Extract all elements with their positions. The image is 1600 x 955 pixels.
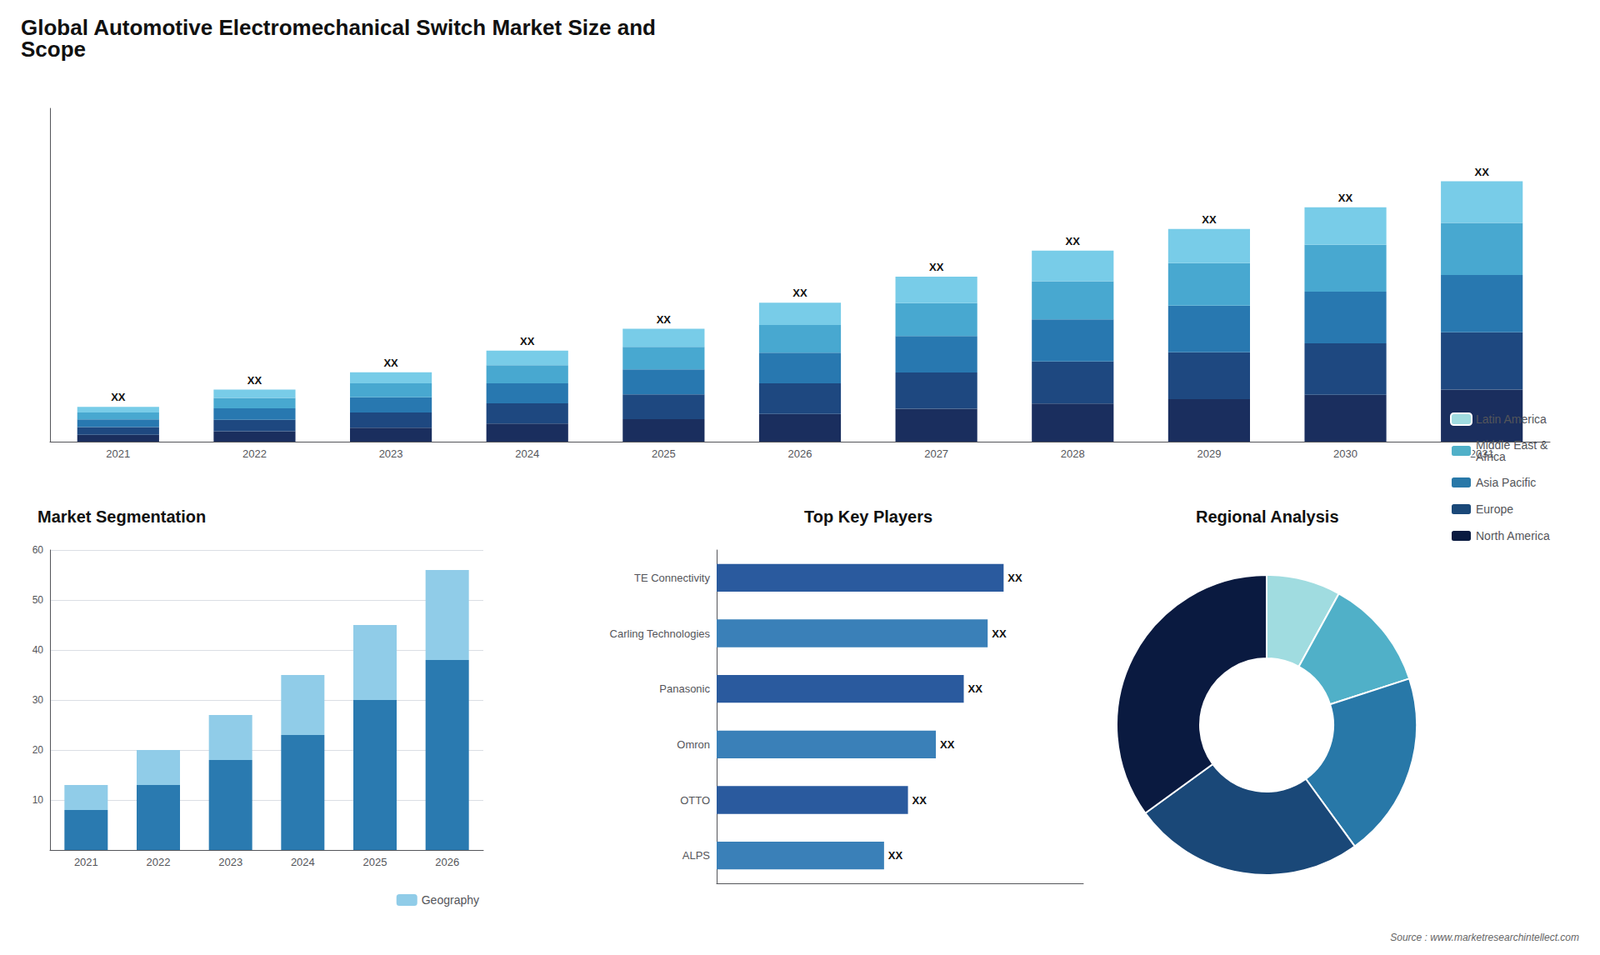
svg-text:XX: XX (1007, 571, 1023, 585)
svg-text:XX: XX (929, 260, 945, 274)
svg-text:XX: XX (792, 286, 808, 300)
svg-text:XX: XX (1201, 213, 1217, 226)
svg-text:20: 20 (32, 744, 45, 756)
svg-text:XX: XX (1475, 165, 1490, 179)
svg-text:Carling Technologies: Carling Technologies (610, 627, 711, 640)
svg-text:XX: XX (383, 356, 399, 370)
svg-text:2023: 2023 (379, 447, 404, 460)
svg-text:Panasonic: Panasonic (659, 682, 710, 695)
svg-text:30: 30 (32, 694, 45, 706)
svg-text:2021: 2021 (74, 855, 99, 869)
svg-text:Omron: Omron (676, 738, 710, 751)
svg-text:Top Key Players: Top Key Players (804, 507, 933, 526)
svg-text:2028: 2028 (1060, 447, 1085, 460)
svg-text:XX: XX (912, 794, 928, 807)
svg-text:Asia Pacific: Asia Pacific (1475, 475, 1536, 490)
svg-text:2022: 2022 (242, 447, 267, 460)
svg-text:2025: 2025 (651, 447, 676, 460)
svg-text:2026: 2026 (435, 855, 460, 869)
svg-text:North America: North America (1475, 529, 1550, 543)
svg-text:2026: 2026 (788, 447, 813, 460)
svg-text:TE Connectivity: TE Connectivity (634, 571, 711, 585)
svg-text:2023: 2023 (218, 855, 243, 869)
svg-text:Source : www.marketresearchint: Source : www.marketresearchintellect.com (1390, 931, 1580, 944)
svg-text:2021: 2021 (105, 447, 130, 460)
svg-text:Scope: Scope (20, 36, 86, 62)
svg-text:2029: 2029 (1196, 447, 1221, 460)
svg-text:XX: XX (991, 627, 1007, 640)
svg-text:Regional Analysis: Regional Analysis (1195, 507, 1340, 526)
svg-text:2024: 2024 (515, 447, 540, 460)
svg-text:2022: 2022 (146, 855, 171, 869)
svg-text:XX: XX (520, 335, 535, 348)
svg-text:Latin America: Latin America (1475, 412, 1547, 426)
svg-text:Global Automotive Electromecha: Global Automotive Electromechanical Swit… (20, 15, 656, 40)
svg-text:XX: XX (1065, 235, 1081, 248)
svg-text:XX: XX (968, 682, 984, 695)
svg-text:2025: 2025 (363, 855, 388, 869)
svg-text:Europe: Europe (1475, 502, 1514, 516)
svg-text:Middle East &: Middle East & (1475, 438, 1548, 452)
svg-text:2030: 2030 (1333, 447, 1358, 460)
svg-text:2027: 2027 (924, 447, 949, 460)
svg-text:Geography: Geography (421, 893, 480, 907)
svg-text:10: 10 (32, 794, 45, 806)
svg-text:Africa: Africa (1475, 450, 1506, 464)
svg-text:XX: XX (888, 849, 904, 862)
svg-text:XX: XX (1338, 191, 1354, 205)
svg-text:60: 60 (32, 544, 45, 556)
svg-text:ALPS: ALPS (682, 849, 711, 862)
svg-text:XX: XX (110, 390, 126, 404)
svg-text:XX: XX (247, 374, 263, 387)
svg-text:XX: XX (940, 738, 955, 751)
svg-text:XX: XX (656, 313, 672, 326)
svg-text:50: 50 (32, 594, 45, 606)
svg-text:OTTO: OTTO (680, 794, 710, 807)
svg-text:40: 40 (32, 644, 45, 656)
svg-text:Market Segmentation: Market Segmentation (37, 507, 206, 526)
svg-text:2024: 2024 (290, 855, 315, 869)
